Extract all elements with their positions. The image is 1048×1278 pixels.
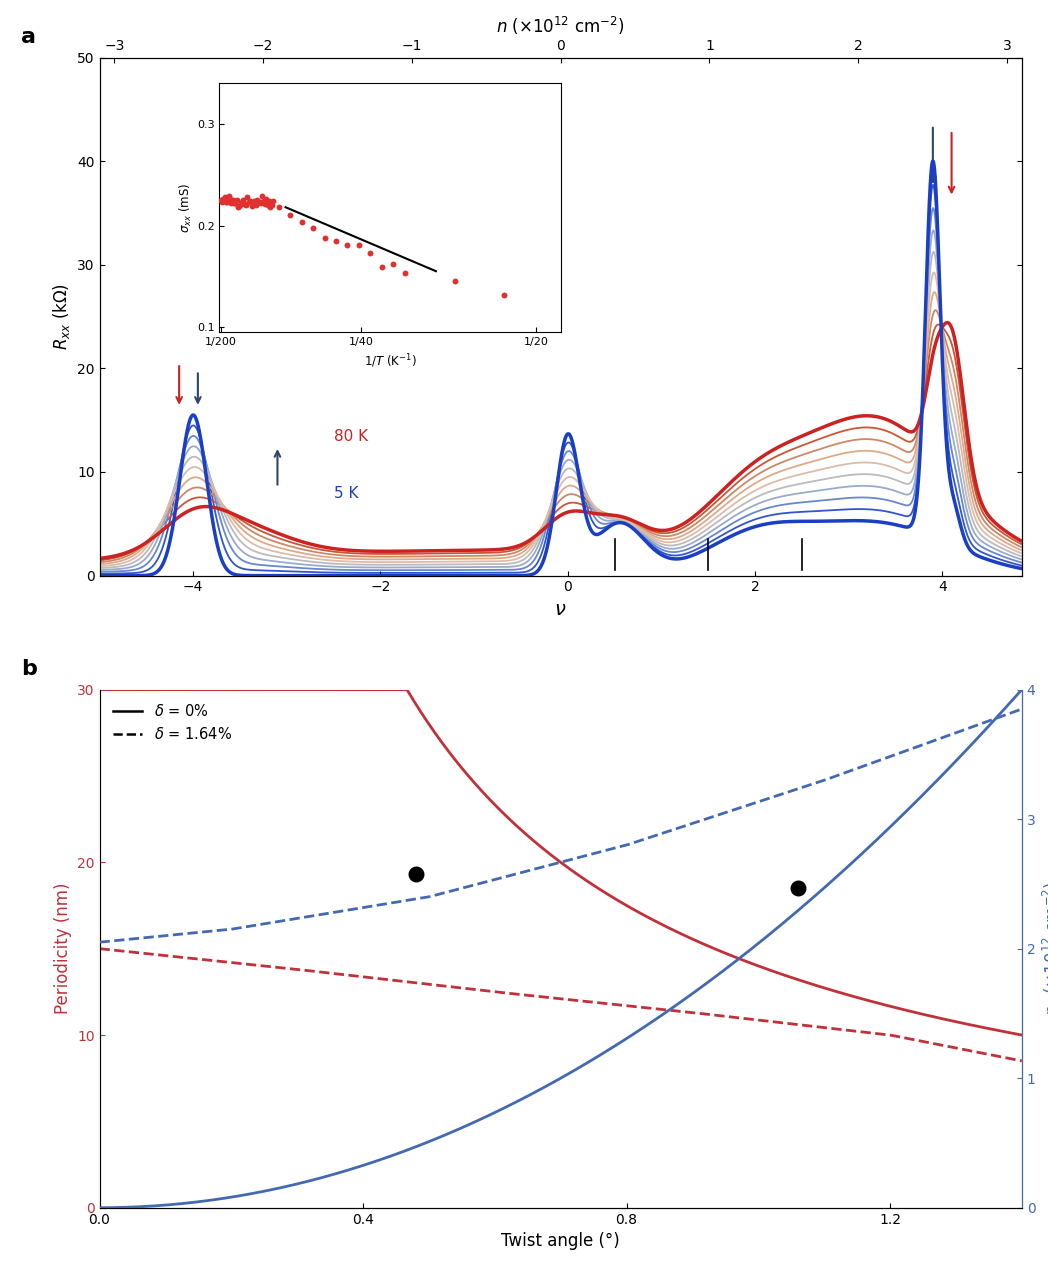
Text: 5 K: 5 K xyxy=(333,486,358,501)
Text: b: b xyxy=(21,659,37,679)
Legend: $\delta$ = 0%, $\delta$ = 1.64%: $\delta$ = 0%, $\delta$ = 1.64% xyxy=(107,697,238,748)
Text: 80 K: 80 K xyxy=(333,429,368,443)
X-axis label: Twist angle (°): Twist angle (°) xyxy=(501,1232,620,1250)
Y-axis label: Periodicity (nm): Periodicity (nm) xyxy=(53,883,71,1015)
Y-axis label: $R_{xx}$ (k$\Omega$): $R_{xx}$ (k$\Omega$) xyxy=(50,282,71,350)
X-axis label: $n$ ($\times 10^{12}$ cm$^{-2}$): $n$ ($\times 10^{12}$ cm$^{-2}$) xyxy=(497,15,625,37)
Point xyxy=(789,878,806,898)
Text: a: a xyxy=(21,27,37,47)
Point xyxy=(408,864,424,884)
Y-axis label: $n_s$ ($\times 10^{12}$ cm$^{-2}$): $n_s$ ($\times 10^{12}$ cm$^{-2}$) xyxy=(1041,881,1048,1016)
X-axis label: $\nu$: $\nu$ xyxy=(554,601,567,619)
